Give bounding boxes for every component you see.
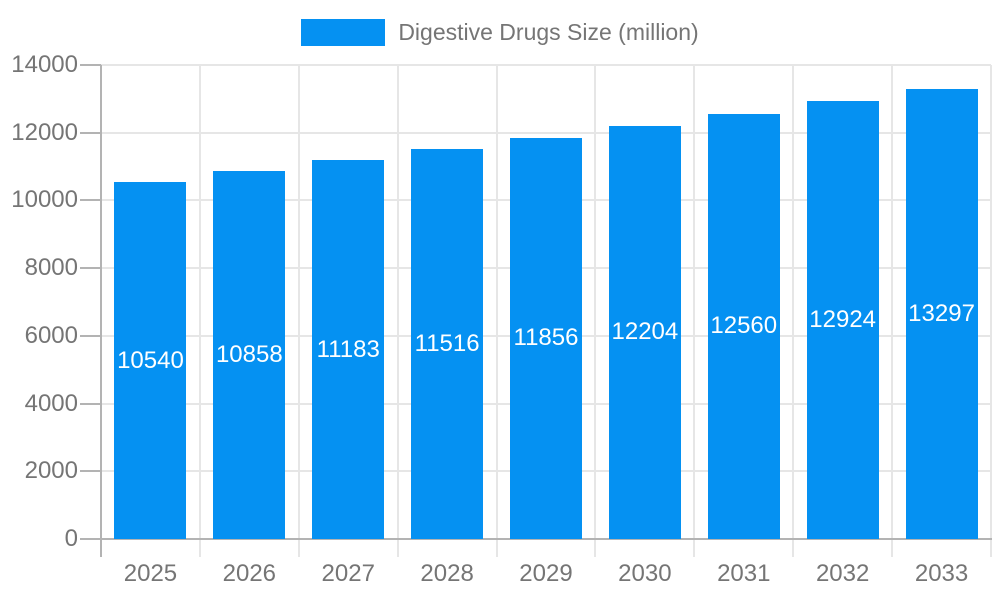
y-axis-tick xyxy=(80,131,101,134)
gridline-v xyxy=(891,65,894,557)
bar-value-label: 11516 xyxy=(414,330,480,358)
bar[interactable] xyxy=(312,160,385,539)
gridline-v xyxy=(396,65,399,557)
y-axis-tick xyxy=(80,64,101,66)
bar[interactable] xyxy=(707,113,780,539)
legend-swatch xyxy=(301,18,386,46)
x-axis-label: 2031 xyxy=(717,560,771,587)
y-axis-label: 0 xyxy=(64,525,78,552)
y-axis-label: 6000 xyxy=(24,321,78,349)
y-axis-line xyxy=(100,65,102,557)
bar[interactable] xyxy=(510,137,582,539)
bar-value-label: 12924 xyxy=(809,306,877,334)
bar[interactable] xyxy=(114,182,187,539)
x-axis-label: 2027 xyxy=(321,560,375,587)
y-axis-label: 12000 xyxy=(11,118,78,146)
gridline-v xyxy=(297,65,300,557)
bar[interactable] xyxy=(806,101,879,539)
y-axis-label: 2000 xyxy=(24,457,78,485)
bar[interactable] xyxy=(608,125,681,539)
x-axis-label: 2025 xyxy=(123,560,178,587)
bar[interactable] xyxy=(213,171,286,539)
y-axis-label: 14000 xyxy=(11,51,78,78)
gridline-v xyxy=(198,65,201,557)
gridline-v xyxy=(495,65,498,557)
x-axis-label: 2029 xyxy=(519,560,573,587)
bar-value-label: 13297 xyxy=(908,299,975,327)
gridline-v xyxy=(990,65,992,557)
bar-value-label: 11856 xyxy=(513,324,579,352)
y-axis-label: 8000 xyxy=(24,254,78,282)
gridline-h xyxy=(101,131,991,134)
bar-value-label: 12204 xyxy=(611,318,679,346)
gridline-v xyxy=(594,65,597,557)
y-axis-tick xyxy=(80,402,101,405)
y-axis-tick xyxy=(80,334,101,337)
y-axis-tick xyxy=(80,470,101,473)
y-axis-tick xyxy=(80,199,101,202)
gridline-h xyxy=(101,64,991,66)
x-axis-label: 2028 xyxy=(420,560,474,587)
x-axis-label: 2032 xyxy=(815,560,870,587)
x-axis-label: 2030 xyxy=(618,560,672,587)
x-baseline xyxy=(100,538,992,540)
bar[interactable] xyxy=(411,149,484,539)
bar-value-label: 12560 xyxy=(710,312,778,340)
y-axis-tick xyxy=(80,267,101,270)
legend[interactable]: Digestive Drugs Size (million) xyxy=(0,16,1000,48)
bar-value-label: 10858 xyxy=(215,341,283,369)
bar-value-label: 11183 xyxy=(316,335,380,363)
y-axis-label: 10000 xyxy=(11,186,78,214)
bar-value-label: 10540 xyxy=(117,346,184,374)
x-axis-label: 2033 xyxy=(914,560,969,587)
y-axis-tick xyxy=(80,538,101,540)
gridline-v xyxy=(792,65,795,557)
gridline-v xyxy=(693,65,696,557)
bar[interactable] xyxy=(905,88,978,539)
x-axis-label: 2026 xyxy=(222,560,277,587)
legend-label: Digestive Drugs Size (million) xyxy=(398,18,699,45)
y-axis-label: 4000 xyxy=(24,389,78,417)
